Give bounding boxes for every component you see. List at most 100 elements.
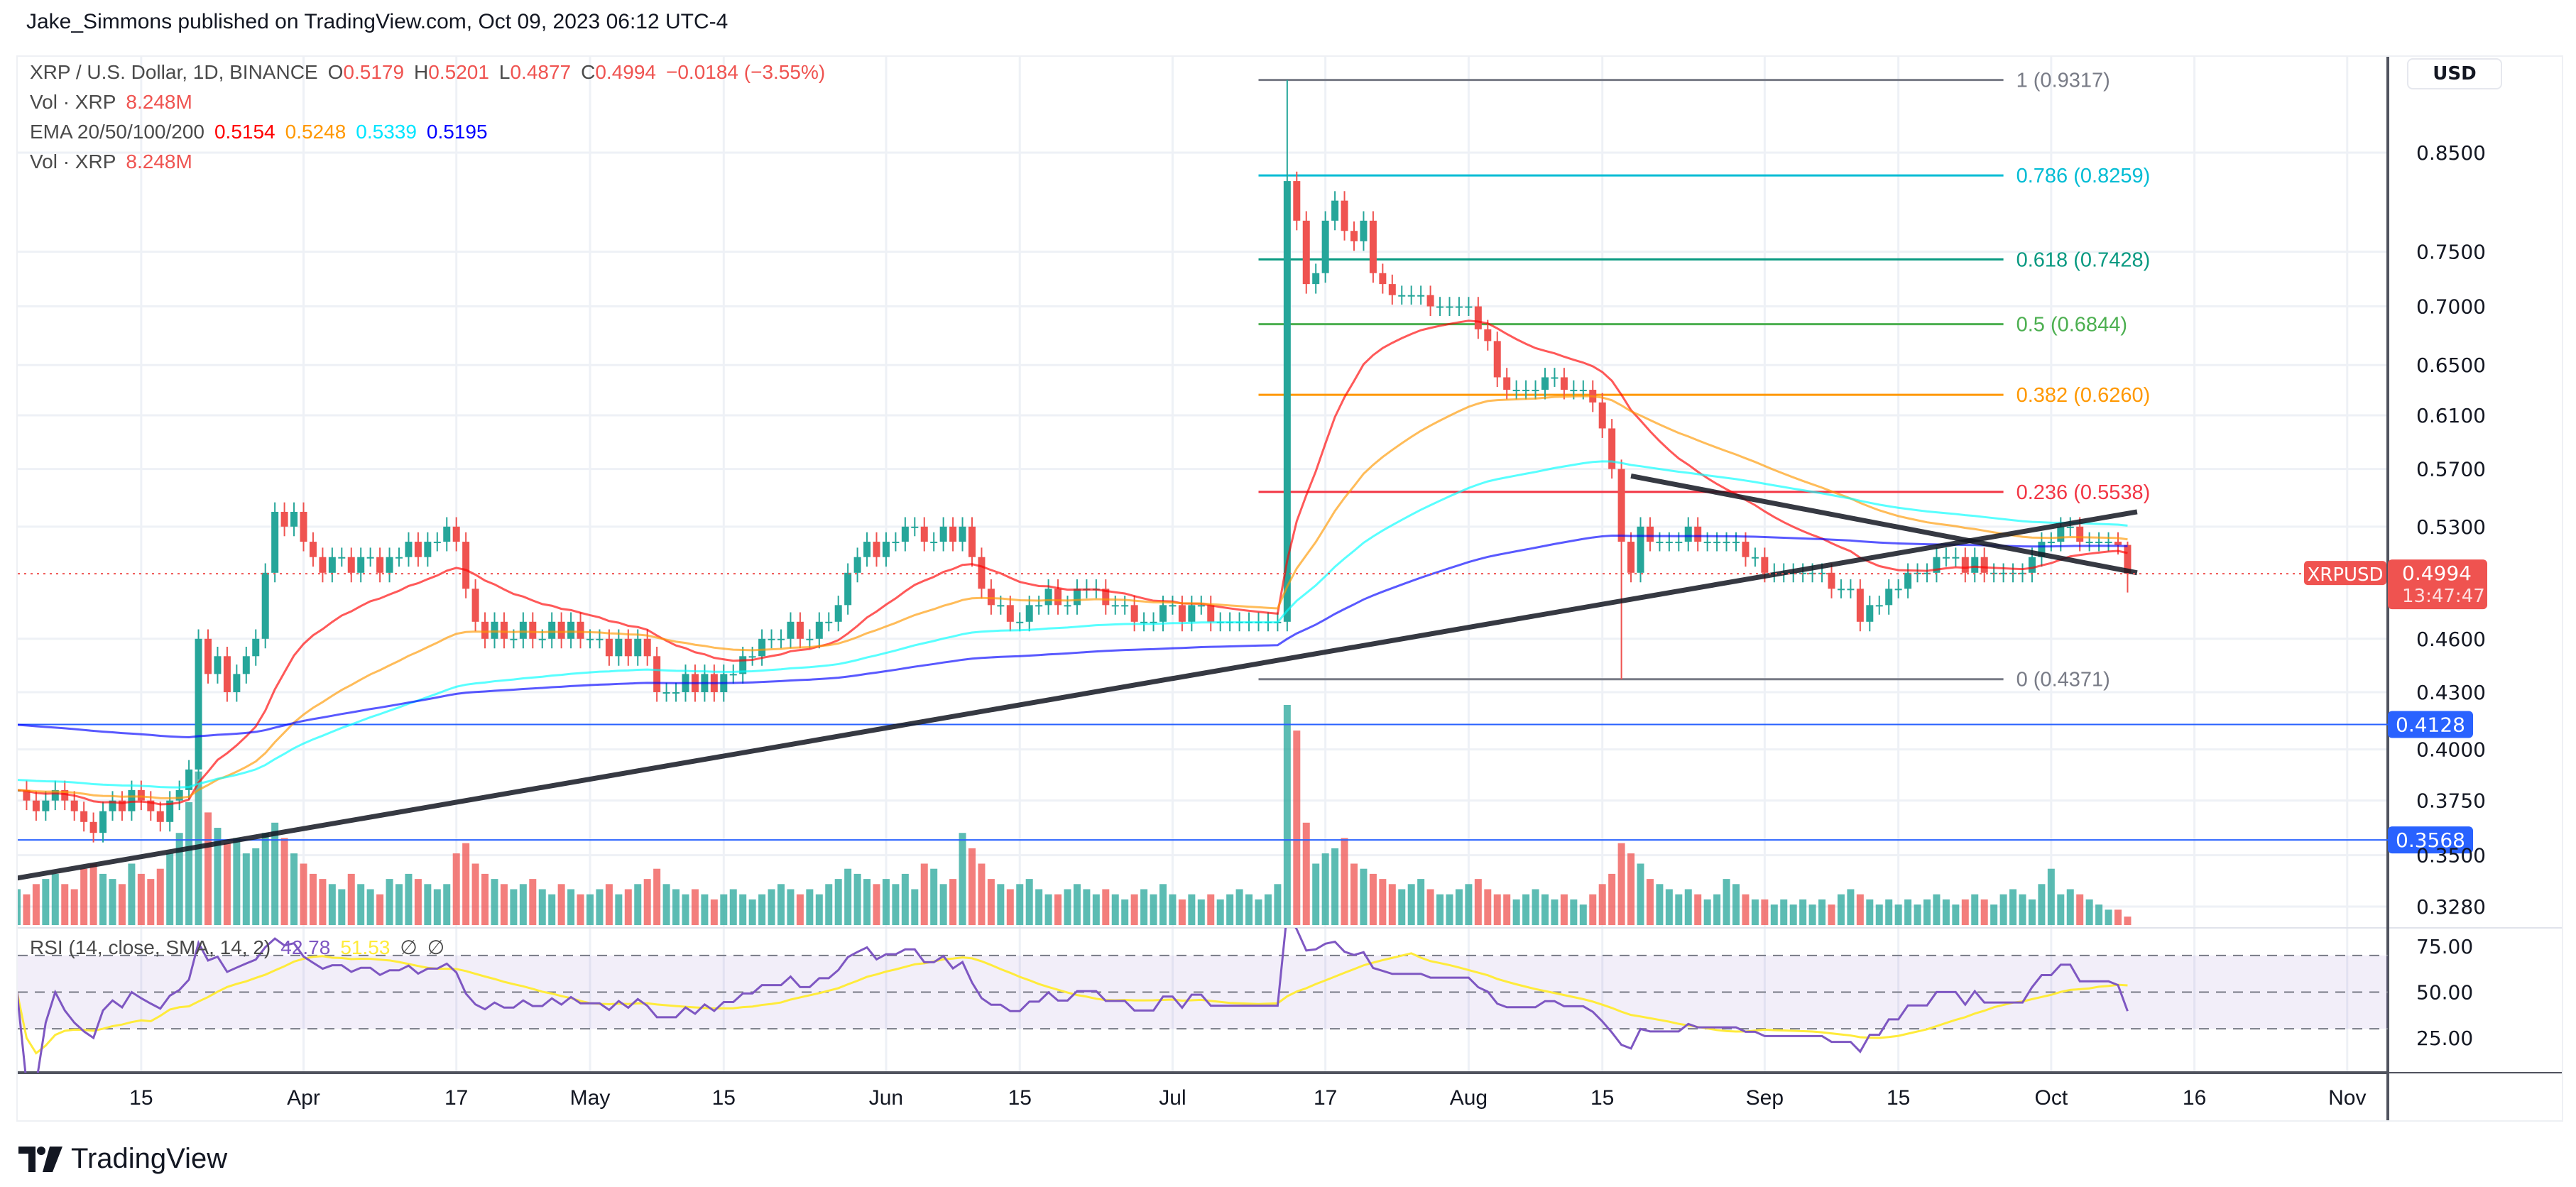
- horizontal-line-price-label-bg: [2388, 711, 2473, 738]
- volume-bar: [338, 889, 346, 925]
- horizontal-line-price-label: 0.3568: [2396, 828, 2465, 852]
- volume-bar: [959, 833, 966, 925]
- volume-bar: [548, 894, 556, 925]
- volume-bar: [357, 884, 365, 925]
- volume-bar: [481, 873, 489, 925]
- candle-body: [61, 789, 69, 801]
- candle-body: [70, 800, 78, 811]
- volume-bar: [1493, 894, 1501, 925]
- volume-bar: [1866, 899, 1874, 925]
- candle-body: [1703, 542, 1711, 544]
- open-value: 0.5179: [343, 61, 405, 83]
- ema-label[interactable]: EMA 20/50/100/200: [30, 121, 204, 143]
- volume-bar: [1016, 884, 1024, 925]
- candle-body: [959, 526, 966, 542]
- volume-bar: [2028, 899, 2036, 925]
- volume-bar: [280, 838, 288, 925]
- last-price-label-bg: [2388, 559, 2487, 610]
- candle-body: [137, 789, 145, 801]
- time-tick-label: Aug: [1450, 1086, 1488, 1110]
- volume-bar: [1551, 899, 1559, 925]
- candle-body: [1560, 377, 1568, 390]
- volume-bar: [1818, 899, 1826, 925]
- fib-level-label: 1 (0.9317): [2016, 70, 2110, 92]
- volume-bar: [2124, 917, 2132, 925]
- candle-body: [1579, 390, 1587, 392]
- volume-bar: [1875, 904, 1883, 925]
- candle-body: [1894, 589, 1902, 591]
- price-tick-label: 0.4000: [2416, 738, 2486, 762]
- volume-bar: [443, 884, 451, 925]
- candle-body: [309, 542, 317, 557]
- candle-body: [1999, 572, 2007, 574]
- candle-body: [2057, 526, 2065, 542]
- volume-label-2[interactable]: Vol · XRP: [30, 151, 116, 173]
- tradingview-logo[interactable]: TradingView: [18, 1143, 227, 1175]
- volume-bar: [1799, 899, 1807, 925]
- candle-body: [853, 557, 861, 573]
- candle-body: [42, 800, 50, 811]
- candle-body: [1732, 542, 1740, 544]
- volume-label[interactable]: Vol · XRP: [30, 91, 116, 113]
- volume-value: 8.248M: [126, 91, 192, 113]
- volume-bar: [1684, 889, 1692, 925]
- volume-bar: [1837, 894, 1845, 925]
- volume-bar: [834, 879, 842, 925]
- volume-bar: [414, 879, 422, 925]
- volume-bar: [156, 868, 164, 925]
- candle-body: [1761, 557, 1769, 573]
- candle-body: [471, 589, 479, 622]
- candle-body: [23, 789, 31, 801]
- candle-body: [758, 638, 766, 657]
- symbol-legend: XRP / U.S. Dollar, 1D, BINANCE O0.5179 H0.…: [30, 61, 835, 84]
- volume-bar: [261, 833, 269, 925]
- volume-bar: [395, 884, 403, 925]
- volume-bar: [128, 863, 136, 925]
- volume-bar: [1512, 899, 1520, 925]
- volume-bar: [1312, 863, 1320, 925]
- countdown-label: 13:47:47: [2402, 586, 2485, 607]
- volume-bar: [1073, 884, 1081, 925]
- candle-body: [1426, 295, 1434, 307]
- volume-bar: [1789, 904, 1797, 925]
- candle-body: [1398, 295, 1406, 297]
- candle-body: [214, 656, 222, 674]
- fib-level-label: 0.236 (0.5538): [2016, 481, 2151, 504]
- candle-body: [414, 542, 422, 557]
- volume-bar: [1083, 889, 1091, 925]
- open-label: O: [327, 61, 344, 83]
- volume-bar: [978, 863, 986, 925]
- volume-bar: [586, 894, 594, 925]
- price-tick-label: 0.4600: [2416, 628, 2486, 651]
- ema50-line: [18, 395, 2128, 799]
- candle-body: [280, 511, 288, 527]
- volume-bar: [1589, 894, 1597, 925]
- candle-body: [1818, 572, 1826, 574]
- rsi-label[interactable]: RSI (14, close, SMA, 14, 2): [30, 936, 271, 958]
- price-tick-label: 0.8500: [2416, 141, 2486, 165]
- volume-bar: [1952, 904, 1960, 925]
- candle-body: [128, 789, 136, 811]
- volume-bar: [80, 868, 88, 925]
- volume-bar: [1942, 899, 1950, 925]
- volume-bar: [787, 889, 795, 925]
- price-tick-label: 0.5700: [2416, 458, 2486, 481]
- candle-body: [1073, 589, 1081, 606]
- fib-level-label: 0.786 (0.8259): [2016, 165, 2151, 187]
- currency-button[interactable]: USD: [2407, 58, 2502, 89]
- volume-bar: [1111, 894, 1119, 925]
- candle-body: [596, 638, 604, 640]
- symbol-name[interactable]: XRP / U.S. Dollar, 1D, BINANCE: [30, 61, 318, 83]
- volume-bar: [901, 873, 909, 925]
- candle-body: [806, 638, 814, 640]
- candle-body: [2066, 526, 2074, 528]
- volume-bar: [1780, 899, 1788, 925]
- candle-body: [1312, 273, 1320, 285]
- candle-body: [1130, 605, 1138, 622]
- candle-body: [538, 638, 546, 640]
- volume-bar: [2047, 868, 2055, 925]
- volume-bar: [806, 889, 814, 925]
- candle-body: [2095, 542, 2103, 544]
- volume-bar: [1436, 894, 1444, 925]
